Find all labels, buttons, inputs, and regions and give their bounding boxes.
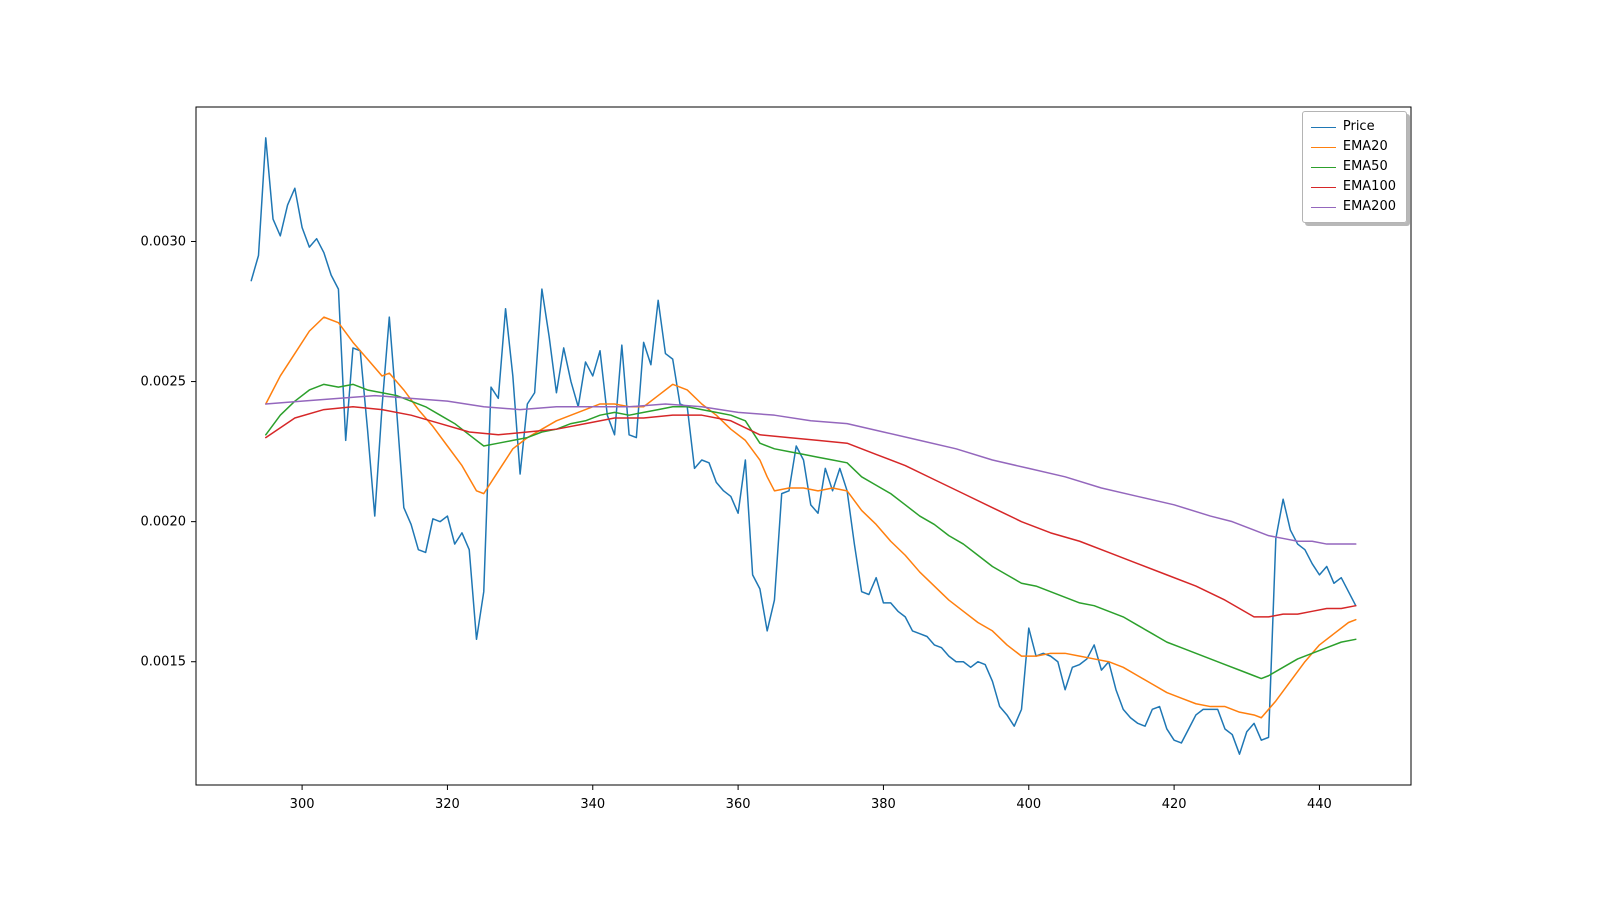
x-tick-label: 400 (1016, 797, 1041, 812)
legend-item-ema100: EMA100 (1310, 177, 1396, 197)
legend-line-swatch-ema50 (1310, 166, 1336, 168)
legend-item-ema200: EMA200 (1310, 197, 1396, 217)
legend-label-ema50: EMA50 (1342, 159, 1388, 174)
x-tick-label: 340 (580, 797, 605, 812)
x-tick-label: 320 (435, 797, 460, 812)
x-tick-label: 420 (1162, 797, 1187, 812)
y-tick-label: 0.0020 (141, 515, 187, 530)
legend-item-price: Price (1310, 117, 1396, 137)
legend-line-swatch-ema100 (1310, 186, 1336, 188)
series-line-price (250, 137, 1357, 755)
series-line-ema20 (265, 316, 1357, 719)
legend-label-price: Price (1342, 119, 1375, 134)
legend-label-ema20: EMA20 (1342, 139, 1388, 154)
y-tick-label: 0.0030 (141, 234, 187, 249)
x-tick-label: 440 (1307, 797, 1332, 812)
legend-item-ema50: EMA50 (1310, 157, 1396, 177)
legend-line-swatch-price (1310, 126, 1336, 128)
legend-label-ema200: EMA200 (1342, 199, 1396, 214)
series-line-ema200 (265, 394, 1357, 545)
legend-item-ema20: EMA20 (1310, 137, 1396, 157)
legend-label-ema100: EMA100 (1342, 179, 1396, 194)
legend-line-swatch-ema200 (1310, 206, 1336, 208)
y-tick-label: 0.0015 (141, 655, 187, 670)
x-tick-label: 300 (290, 797, 315, 812)
legend-line-swatch-ema20 (1310, 146, 1336, 148)
x-tick-label: 380 (871, 797, 896, 812)
x-tick-label: 360 (726, 797, 751, 812)
series-line-ema50 (265, 383, 1357, 680)
legend: Price EMA20 EMA50 EMA100 EMA200 (1301, 111, 1407, 223)
axes-box (195, 106, 1412, 786)
y-tick-label: 0.0025 (141, 375, 187, 390)
series-line-ema100 (265, 406, 1357, 618)
